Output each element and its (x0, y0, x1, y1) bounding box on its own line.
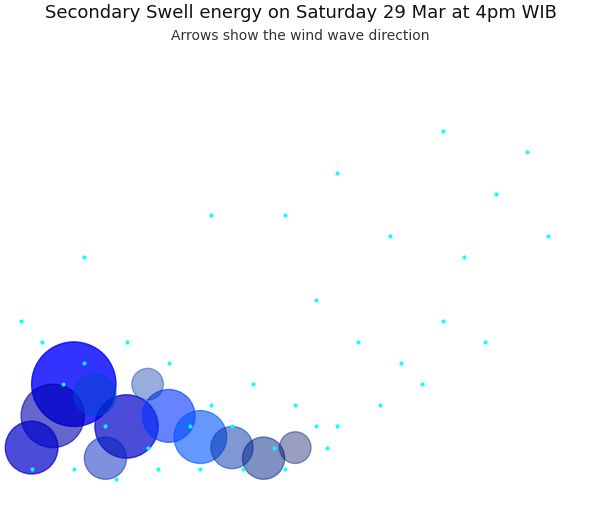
Circle shape (95, 394, 158, 458)
Circle shape (32, 342, 116, 427)
Circle shape (5, 421, 58, 474)
Circle shape (84, 437, 127, 479)
Text: Arrows show the wind wave direction: Arrows show the wind wave direction (171, 29, 430, 43)
Circle shape (21, 384, 84, 448)
Circle shape (74, 374, 116, 416)
Circle shape (132, 368, 163, 400)
Circle shape (243, 437, 285, 479)
Circle shape (174, 411, 227, 463)
Circle shape (142, 389, 195, 443)
Text: Secondary Swell energy on Saturday 29 Mar at 4pm WIB: Secondary Swell energy on Saturday 29 Ma… (44, 4, 557, 22)
Circle shape (211, 427, 253, 469)
Circle shape (279, 432, 311, 463)
